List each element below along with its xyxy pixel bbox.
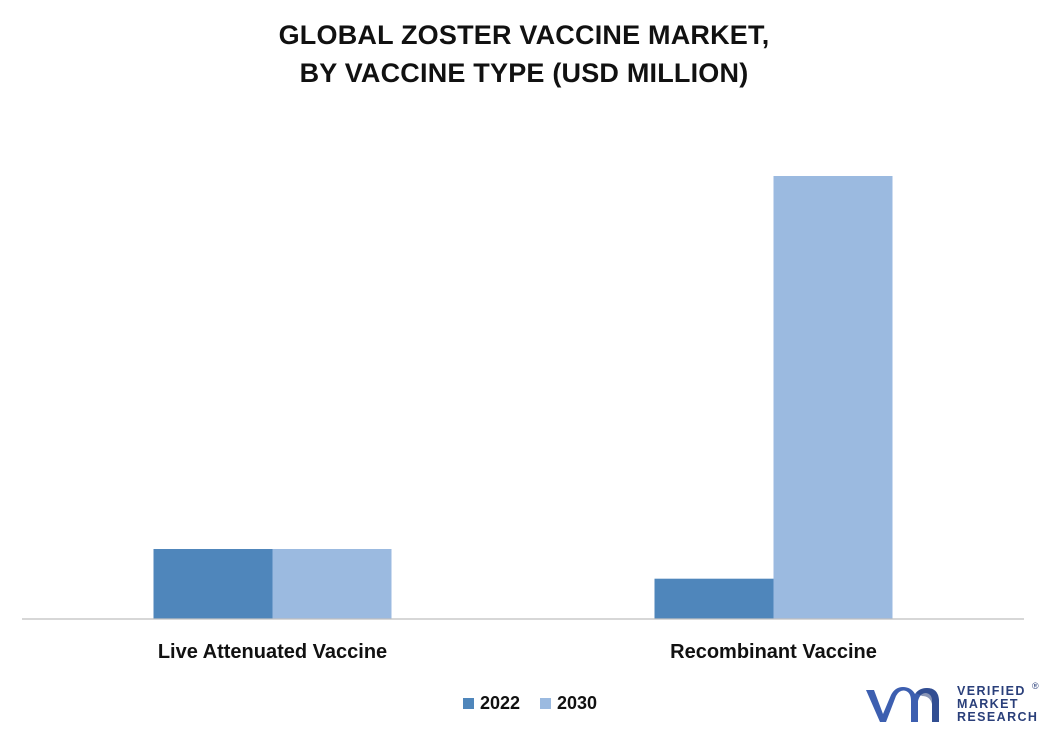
bar-2030-0 <box>272 549 392 619</box>
chart-title: GLOBAL ZOSTER VACCINE MARKET, BY VACCINE… <box>0 16 1048 92</box>
category-label-0: Live Attenuated Vaccine <box>158 641 387 663</box>
legend-item-2030: 2030 <box>540 693 597 714</box>
bar-2022-1 <box>654 578 774 619</box>
vmr-logo-icon <box>866 687 939 722</box>
legend-label-2022: 2022 <box>479 693 520 713</box>
bar-2022-0 <box>153 549 273 619</box>
chart-title-line-1: GLOBAL ZOSTER VACCINE MARKET, <box>278 20 770 50</box>
vmr-logo-line-1: VERIFIED <box>957 684 1026 698</box>
vmr-logo-text: VERIFIED MARKET RESEARCH <box>957 685 1038 724</box>
vmr-logo-line-3: RESEARCH <box>957 710 1039 724</box>
vmr-logo: VERIFIED MARKET RESEARCH ® <box>862 681 1042 728</box>
legend-swatch-2030 <box>540 698 551 709</box>
chart-title-line-2: BY VACCINE TYPE (USD MILLION) <box>299 58 749 88</box>
category-label-1: Recombinant Vaccine <box>670 641 877 663</box>
registered-mark: ® <box>1032 681 1039 691</box>
bars-group <box>153 176 893 619</box>
bar-2030-1 <box>773 176 893 619</box>
legend-label-2030: 2030 <box>557 693 598 713</box>
category-labels-group: Live Attenuated Vaccine Recombinant Vacci… <box>158 641 877 663</box>
legend: 2022 2030 <box>0 693 1048 714</box>
vmr-logo-line-2: MARKET <box>957 697 1019 711</box>
legend-item-2022: 2022 <box>462 693 520 714</box>
legend-swatch-2022 <box>462 698 474 709</box>
